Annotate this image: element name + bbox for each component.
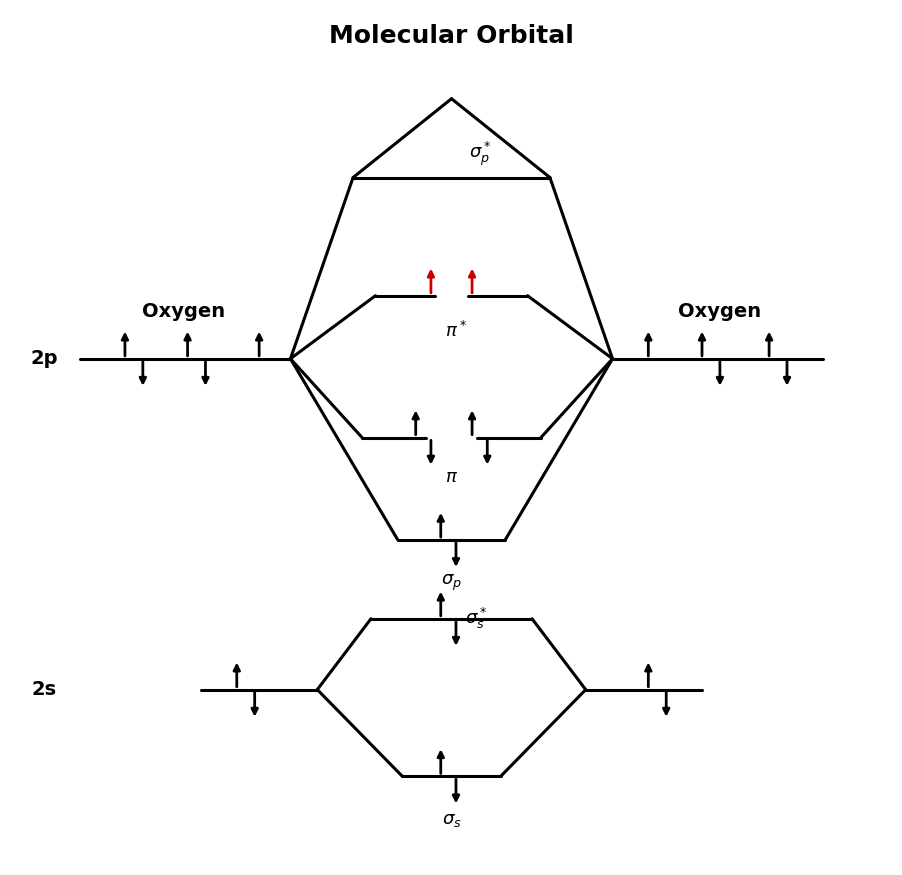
Text: 2s: 2s	[32, 680, 57, 699]
Text: $\pi^*$: $\pi^*$	[445, 321, 466, 341]
Text: $\sigma_s^*$: $\sigma_s^*$	[465, 606, 487, 631]
Text: $\sigma_s$: $\sigma_s$	[441, 810, 461, 829]
Text: Oxygen: Oxygen	[677, 302, 760, 321]
Text: 2p: 2p	[31, 349, 58, 368]
Text: Oxygen: Oxygen	[142, 302, 225, 321]
Text: $\sigma_p$: $\sigma_p$	[440, 573, 462, 593]
Text: $\pi$: $\pi$	[445, 468, 457, 486]
Text: $\sigma_p^*$: $\sigma_p^*$	[469, 140, 492, 168]
Text: Molecular Orbital: Molecular Orbital	[328, 24, 574, 47]
